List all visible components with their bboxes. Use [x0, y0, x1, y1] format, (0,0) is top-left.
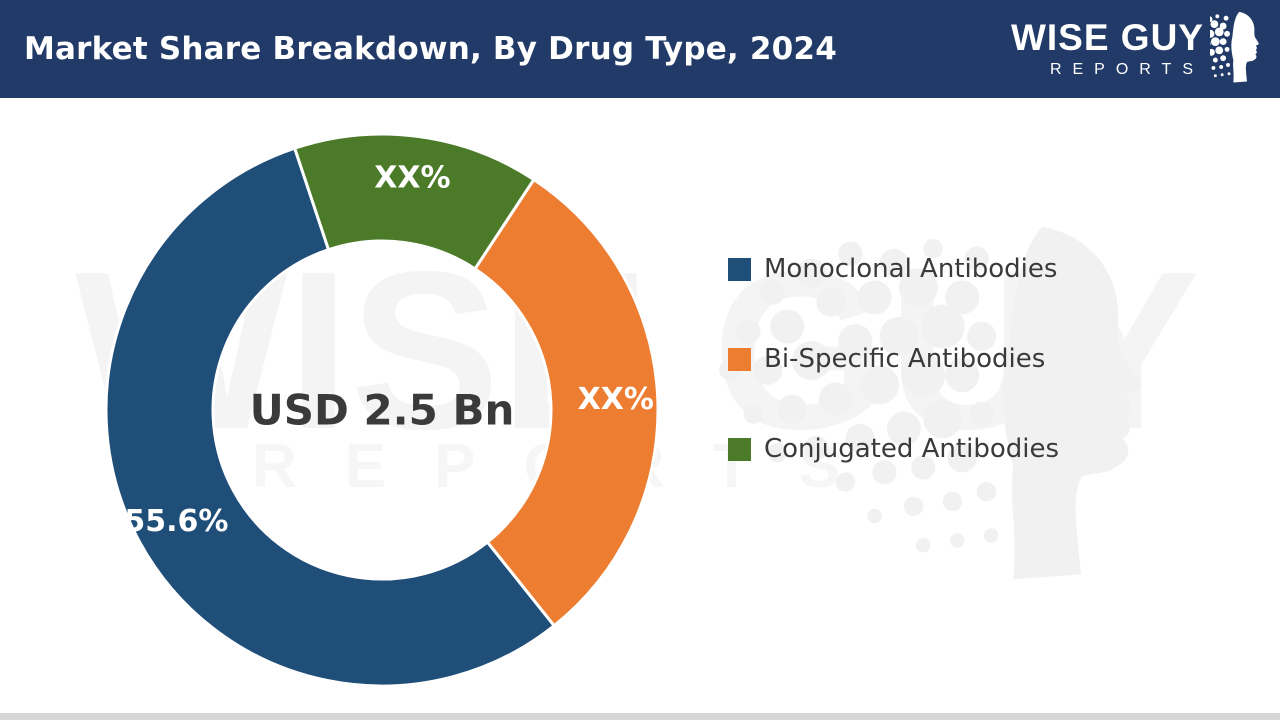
legend-item-conjugated: Conjugated Antibodies: [728, 436, 1059, 462]
legend-swatch-conjugated-icon: [728, 437, 751, 461]
slice-value-label: XX%: [578, 382, 654, 417]
legend-item-monoclonal: Monoclonal Antibodies: [728, 256, 1059, 282]
wise-guy-logo: WISE GUY REPORTS: [1011, 18, 1204, 80]
page-title: Market Share Breakdown, By Drug Type, 20…: [24, 31, 837, 67]
slice-value-label: 55.6%: [124, 504, 228, 539]
donut-chart: 55.6% XX% XX% USD 2.5 Bn: [102, 130, 662, 690]
legend-label: Bi-Specific Antibodies: [764, 344, 1046, 374]
header-bar: Market Share Breakdown, By Drug Type, 20…: [0, 0, 1280, 98]
legend-label: Monoclonal Antibodies: [764, 254, 1058, 284]
legend-label: Conjugated Antibodies: [764, 434, 1060, 464]
logo-wordmark: WISE GUY: [1010, 17, 1204, 58]
logo-face-icon: [1210, 11, 1259, 83]
bottom-strip: [0, 713, 1280, 720]
donut-slice-bi-specific-antibodies: [473, 178, 660, 628]
legend-item-bispecific: Bi-Specific Antibodies: [728, 346, 1059, 372]
slice-value-label: XX%: [374, 160, 450, 195]
legend-swatch-monoclonal-icon: [728, 257, 751, 281]
legend-swatch-bispecific-icon: [728, 347, 751, 371]
donut-center-label: USD 2.5 Bn: [250, 386, 515, 435]
chart-legend: Monoclonal Antibodies Bi-Specific Antibo…: [728, 256, 1059, 526]
donut-slice-monoclonal-antibodies: [104, 146, 556, 688]
logo-subtitle: REPORTS: [1049, 61, 1204, 78]
